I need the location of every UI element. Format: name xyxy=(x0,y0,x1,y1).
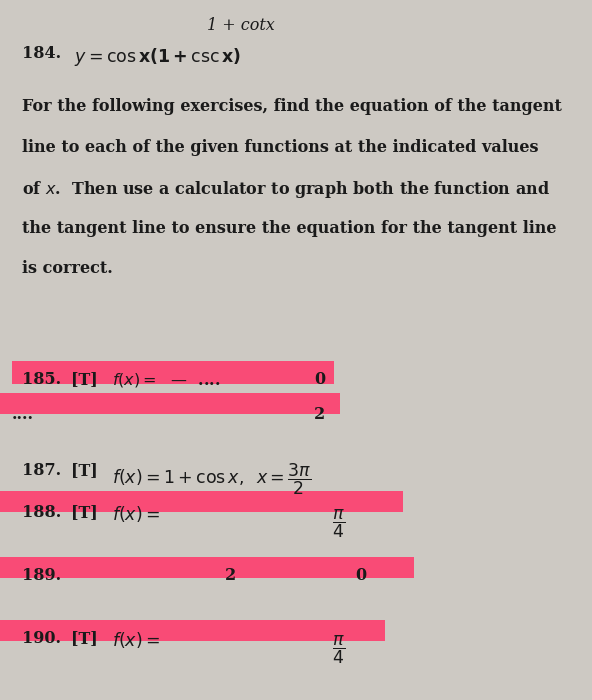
Text: 187.: 187. xyxy=(22,462,62,479)
Text: For the following exercises, find the equation of the tangent: For the following exercises, find the eq… xyxy=(22,98,562,115)
Text: of $\mathit{x}$.  Then use a calculator to graph both the function and: of $\mathit{x}$. Then use a calculator t… xyxy=(22,179,551,200)
Text: [T]: [T] xyxy=(71,630,98,647)
Bar xyxy=(12,361,334,384)
Text: 0: 0 xyxy=(355,567,366,584)
Text: [T]: [T] xyxy=(71,371,98,388)
Text: $\dfrac{\pi}{4}$: $\dfrac{\pi}{4}$ xyxy=(332,634,345,666)
Bar xyxy=(0,556,414,577)
Text: $y = \mathbf{\cos x(1 + \csc x)}$: $y = \mathbf{\cos x(1 + \csc x)}$ xyxy=(74,46,241,67)
Text: 2: 2 xyxy=(314,406,325,423)
Text: is correct.: is correct. xyxy=(22,260,113,277)
Text: [T]: [T] xyxy=(71,504,98,521)
Text: 2: 2 xyxy=(225,567,236,584)
Text: $f(x) =$: $f(x) =$ xyxy=(112,504,160,524)
Text: $f(x) = 1 + \cos x, \;\; x = \dfrac{3\pi}{2}$: $f(x) = 1 + \cos x, \;\; x = \dfrac{3\pi… xyxy=(112,462,312,498)
Bar xyxy=(0,620,385,640)
Text: $f(x) =$: $f(x) =$ xyxy=(112,630,160,650)
Text: 0: 0 xyxy=(314,371,325,388)
Text: ....: .... xyxy=(12,406,34,423)
Text: 184.: 184. xyxy=(22,46,62,62)
Text: 185.: 185. xyxy=(22,371,62,388)
Text: $\dfrac{\pi}{4}$: $\dfrac{\pi}{4}$ xyxy=(332,508,345,540)
Text: line to each of the given functions at the indicated values: line to each of the given functions at t… xyxy=(22,139,539,155)
Text: $f(x) =$  —  ....: $f(x) =$ — .... xyxy=(112,371,221,389)
Text: 189.: 189. xyxy=(22,567,62,584)
Text: the tangent line to ensure the equation for the tangent line: the tangent line to ensure the equation … xyxy=(22,220,557,237)
Text: 190.: 190. xyxy=(22,630,62,647)
Bar xyxy=(0,393,340,414)
Text: [T]: [T] xyxy=(71,462,98,479)
Text: 188.: 188. xyxy=(22,504,62,521)
Bar xyxy=(0,491,403,512)
Text: 1 + cotx: 1 + cotx xyxy=(207,18,275,34)
